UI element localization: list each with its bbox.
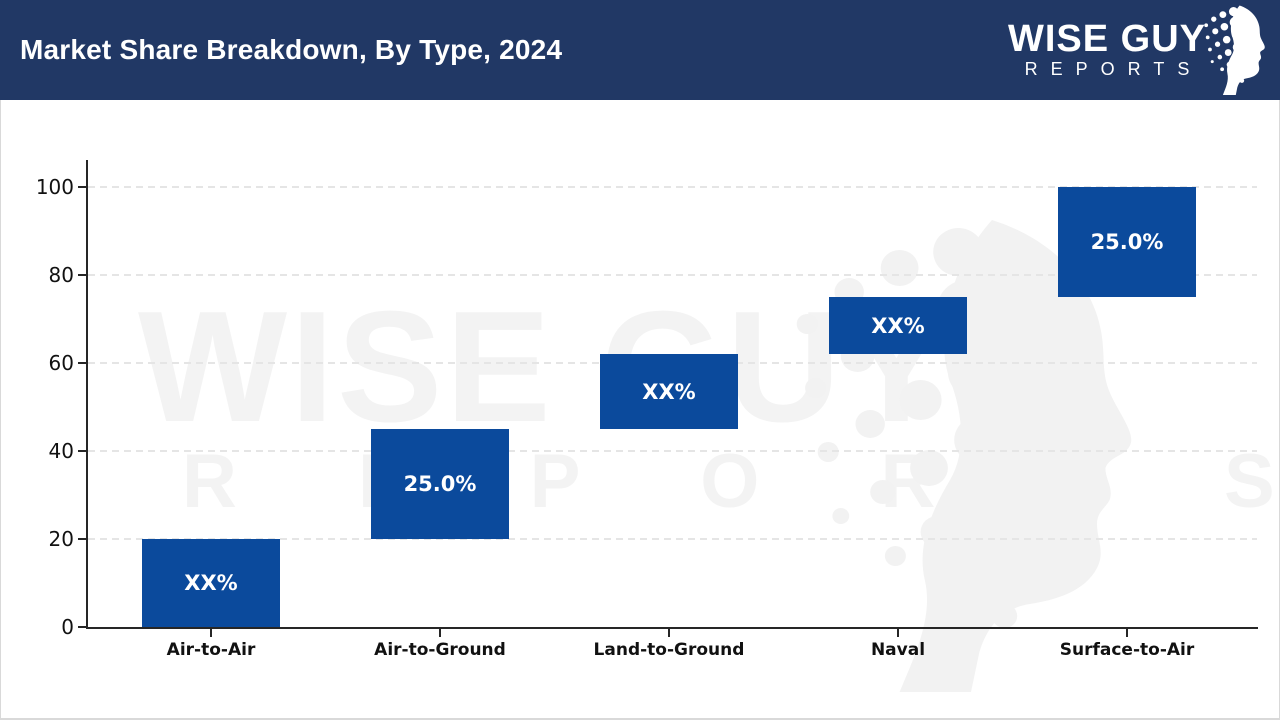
y-axis-line (86, 160, 88, 629)
x-category-label-naval: Naval (870, 640, 926, 660)
logo-subtitle: REPORTS (1024, 58, 1203, 79)
y-tick-20 (78, 538, 86, 540)
bar-value-label: 25.0% (1090, 230, 1164, 254)
y-tick-label-20: 20 (48, 527, 74, 551)
bar-air-to-ground: 25.0% (371, 429, 509, 539)
y-tick-40 (78, 450, 86, 452)
x-category-label-air-to-ground: Air-to-Ground (374, 640, 506, 660)
bar-naval: XX% (829, 297, 967, 355)
bar-surface-to-air: 25.0% (1058, 187, 1196, 297)
y-tick-80 (78, 274, 86, 276)
x-category-label-surface-to-air: Surface-to-Air (1059, 640, 1195, 660)
bar-value-label: XX% (871, 313, 925, 338)
x-tick-naval (897, 629, 899, 637)
logo-wordmark: WISE GUY (1007, 17, 1206, 60)
x-tick-land-to-ground (668, 629, 670, 637)
gridline-y-100 (88, 186, 1257, 188)
gridline-y-20 (88, 538, 1257, 540)
bar-air-to-air: XX% (142, 539, 280, 627)
wise-guy-reports-logo: WISE GUY REPORTS (1007, 4, 1270, 96)
y-tick-label-100: 100 (35, 175, 74, 199)
y-tick-60 (78, 362, 86, 364)
y-tick-label-40: 40 (48, 439, 74, 463)
x-axis-line (86, 627, 1258, 629)
chart-title: Market Share Breakdown, By Type, 2024 (20, 34, 563, 65)
header-banner: Market Share Breakdown, By Type, 2024 WI… (0, 0, 1280, 100)
y-tick-label-80: 80 (48, 263, 74, 287)
y-tick-label-60: 60 (48, 351, 74, 375)
x-tick-surface-to-air (1126, 629, 1128, 637)
x-category-label-land-to-ground: Land-to-Ground (593, 640, 745, 660)
x-category-label-air-to-air: Air-to-Air (166, 640, 256, 660)
bar-land-to-ground: XX% (600, 354, 738, 429)
bar-value-label: XX% (642, 379, 696, 404)
y-tick-0 (78, 626, 86, 628)
y-tick-100 (78, 186, 86, 188)
bar-value-label: XX% (184, 571, 238, 595)
y-tick-label-0: 0 (61, 615, 74, 639)
bar-value-label: 25.0% (403, 472, 477, 496)
gridline-y-80 (88, 274, 1257, 276)
watermark-wordmark: WISE GUY (138, 279, 953, 455)
head-profile-icon (1194, 4, 1270, 96)
x-tick-air-to-ground (439, 629, 441, 637)
x-tick-air-to-air (210, 629, 212, 637)
logo-text: WISE GUY REPORTS (1007, 17, 1206, 80)
gridline-y-40 (88, 450, 1257, 452)
